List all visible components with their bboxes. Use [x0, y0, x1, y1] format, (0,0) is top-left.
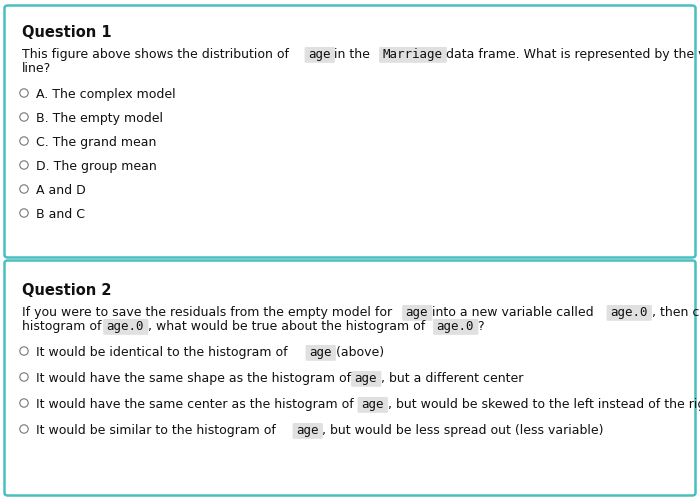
FancyBboxPatch shape [4, 6, 696, 258]
Ellipse shape [20, 89, 28, 97]
Text: age.0: age.0 [106, 320, 144, 333]
Ellipse shape [20, 399, 28, 407]
Text: age.0: age.0 [610, 306, 648, 319]
Ellipse shape [20, 209, 28, 217]
FancyBboxPatch shape [358, 397, 388, 413]
Text: , but would be skewed to the left instead of the right: , but would be skewed to the left instea… [384, 398, 700, 411]
FancyBboxPatch shape [351, 371, 382, 387]
Text: This figure above shows the distribution of: This figure above shows the distribution… [22, 48, 293, 61]
FancyBboxPatch shape [379, 47, 447, 63]
FancyBboxPatch shape [306, 345, 336, 361]
Text: in the: in the [330, 48, 374, 61]
Ellipse shape [20, 161, 28, 169]
FancyBboxPatch shape [402, 305, 433, 321]
FancyBboxPatch shape [103, 319, 148, 335]
Ellipse shape [20, 425, 28, 433]
Text: histogram of: histogram of [22, 320, 106, 333]
Text: data frame. What is represented by the vertical blue: data frame. What is represented by the v… [442, 48, 700, 61]
FancyBboxPatch shape [607, 305, 652, 321]
Text: D. The group mean: D. The group mean [36, 160, 157, 173]
Text: , but would be less spread out (less variable): , but would be less spread out (less var… [318, 424, 604, 437]
Text: C. The grand mean: C. The grand mean [36, 136, 156, 149]
FancyBboxPatch shape [433, 319, 478, 335]
Ellipse shape [20, 185, 28, 193]
Text: age: age [309, 346, 332, 359]
Text: A. The complex model: A. The complex model [36, 88, 176, 101]
Text: age: age [308, 48, 330, 61]
Text: ?: ? [474, 320, 484, 333]
Text: B. The empty model: B. The empty model [36, 112, 163, 125]
Text: age: age [361, 398, 384, 411]
Text: age: age [296, 424, 318, 437]
FancyBboxPatch shape [293, 423, 323, 439]
Text: It would be similar to the histogram of: It would be similar to the histogram of [36, 424, 280, 437]
Text: A and D: A and D [36, 184, 85, 197]
Text: B and C: B and C [36, 208, 85, 221]
Text: (above): (above) [332, 346, 384, 359]
Text: It would be identical to the histogram of: It would be identical to the histogram o… [36, 346, 292, 359]
Text: , then created a new: , then created a new [648, 306, 700, 319]
Ellipse shape [20, 137, 28, 145]
Text: Question 1: Question 1 [22, 25, 111, 40]
Ellipse shape [20, 347, 28, 355]
Text: Marriage: Marriage [382, 48, 442, 61]
FancyBboxPatch shape [4, 261, 696, 495]
Text: It would have the same center as the histogram of: It would have the same center as the his… [36, 398, 358, 411]
Ellipse shape [20, 113, 28, 121]
Text: line?: line? [22, 62, 51, 75]
Text: age: age [405, 306, 428, 319]
Ellipse shape [20, 373, 28, 381]
Text: It would have the same shape as the histogram of: It would have the same shape as the hist… [36, 372, 355, 385]
FancyBboxPatch shape [304, 47, 335, 63]
Text: age: age [354, 372, 377, 385]
Text: into a new variable called: into a new variable called [428, 306, 598, 319]
Text: If you were to save the residuals from the empty model for: If you were to save the residuals from t… [22, 306, 396, 319]
Text: age.0: age.0 [437, 320, 474, 333]
Text: , but a different center: , but a different center [377, 372, 524, 385]
Text: Question 2: Question 2 [22, 283, 111, 298]
Text: , what would be true about the histogram of: , what would be true about the histogram… [144, 320, 429, 333]
